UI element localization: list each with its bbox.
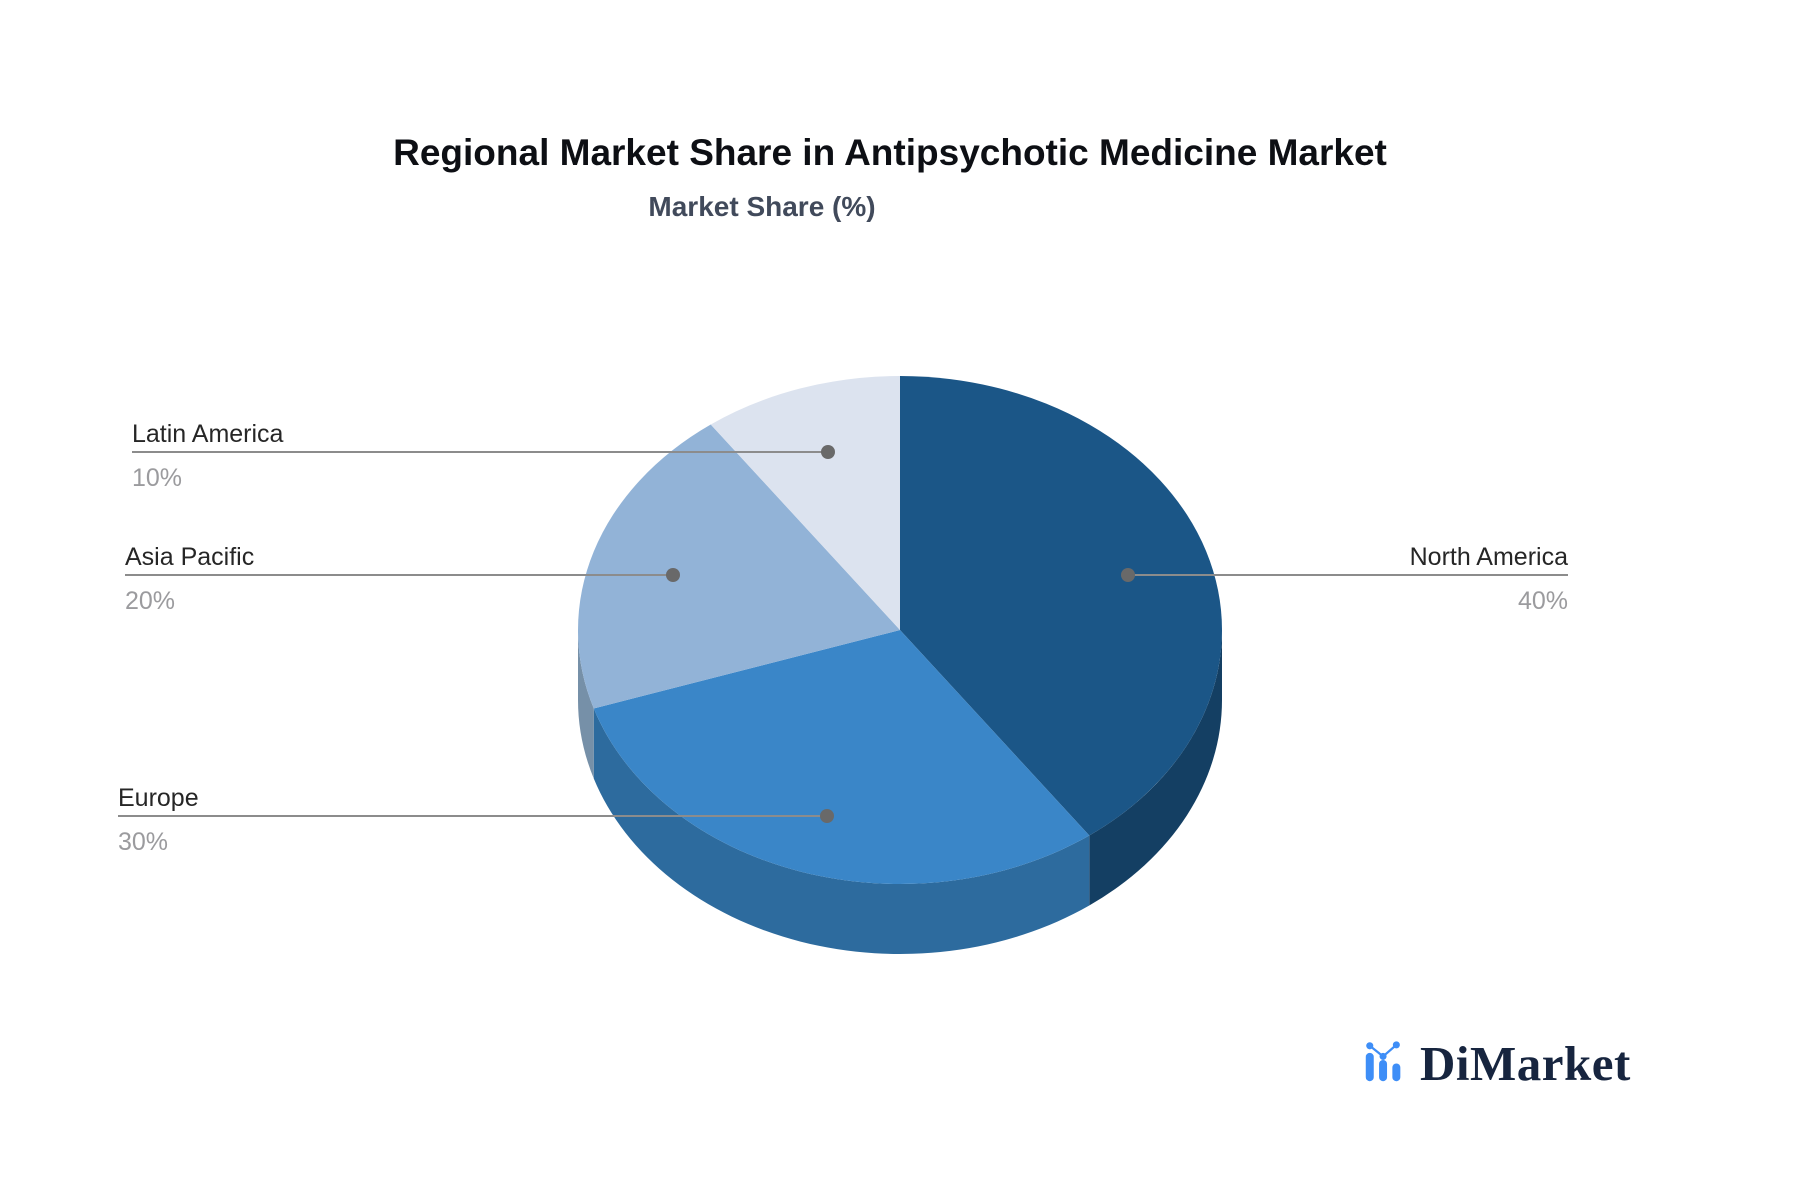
- callout-dot-latin-america: [821, 445, 835, 459]
- pie-slice-north-america: [900, 376, 1222, 836]
- callout-dot-asia-pacific: [666, 568, 680, 582]
- slice-value-north-america: 40%: [1518, 587, 1568, 615]
- slice-value-europe: 30%: [118, 828, 168, 856]
- callout-dot-europe: [820, 809, 834, 823]
- pie-slice-latin-america: [710, 376, 900, 630]
- bar-line-chart-icon: [1365, 1041, 1401, 1082]
- pie-slice-europe: [593, 630, 1090, 884]
- pie-slice-asia-pacific: [578, 424, 900, 709]
- slice-label-europe: Europe: [118, 784, 199, 812]
- chart-title: Regional Market Share in Antipsychotic M…: [393, 132, 1387, 173]
- slice-value-latin-america: 10%: [132, 464, 182, 492]
- slice-label-asia-pacific: Asia Pacific: [125, 543, 254, 571]
- chart-subtitle: Market Share (%): [648, 191, 876, 222]
- pie-slice-side-europe: [593, 708, 1090, 954]
- slice-label-north-america: North America: [1410, 543, 1568, 571]
- pie-slice-side-north-america: [1089, 630, 1222, 906]
- brand-logo: DiMarket: [1364, 1036, 1631, 1091]
- slice-value-asia-pacific: 20%: [125, 587, 175, 615]
- slice-label-latin-america: Latin America: [132, 420, 284, 448]
- pie-slice-side-asia-pacific: [578, 630, 594, 779]
- brand-logo-text: DiMarket: [1420, 1036, 1631, 1091]
- callout-dot-north-america: [1121, 568, 1135, 582]
